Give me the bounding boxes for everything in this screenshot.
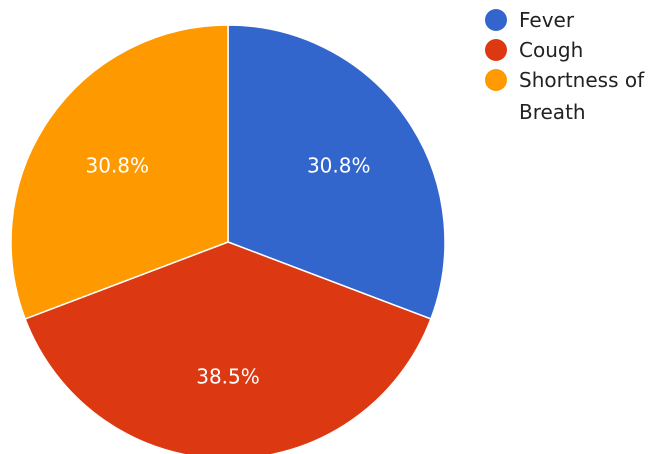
legend-swatch: [485, 39, 507, 61]
pie-slice-cough: [24, 241, 432, 454]
pie-slices: [10, 24, 446, 454]
legend-label: Shortness of: [519, 68, 645, 92]
pie-slice-shortness-of-breath: [10, 24, 229, 320]
slice-percent-label: 30.8%: [307, 154, 371, 178]
pie-slice-fever: [227, 24, 446, 320]
legend-item-fever: Fever: [485, 8, 575, 32]
slice-percent-label: 38.5%: [196, 365, 260, 389]
legend-swatch: [485, 69, 507, 91]
slice-percent-label: 30.8%: [86, 154, 150, 178]
legend-label: Breath: [519, 100, 586, 124]
legend-item-cough: Cough: [485, 38, 583, 62]
legend-label: Fever: [519, 8, 575, 32]
legend: Fever Cough Shortness of Breath: [485, 8, 645, 124]
legend-swatch: [485, 9, 507, 31]
legend-item-shortness-of-breath: Shortness of Breath: [485, 68, 645, 124]
pie-slice-labels: 30.8% 38.5% 30.8%: [86, 154, 371, 389]
legend-label: Cough: [519, 38, 583, 62]
